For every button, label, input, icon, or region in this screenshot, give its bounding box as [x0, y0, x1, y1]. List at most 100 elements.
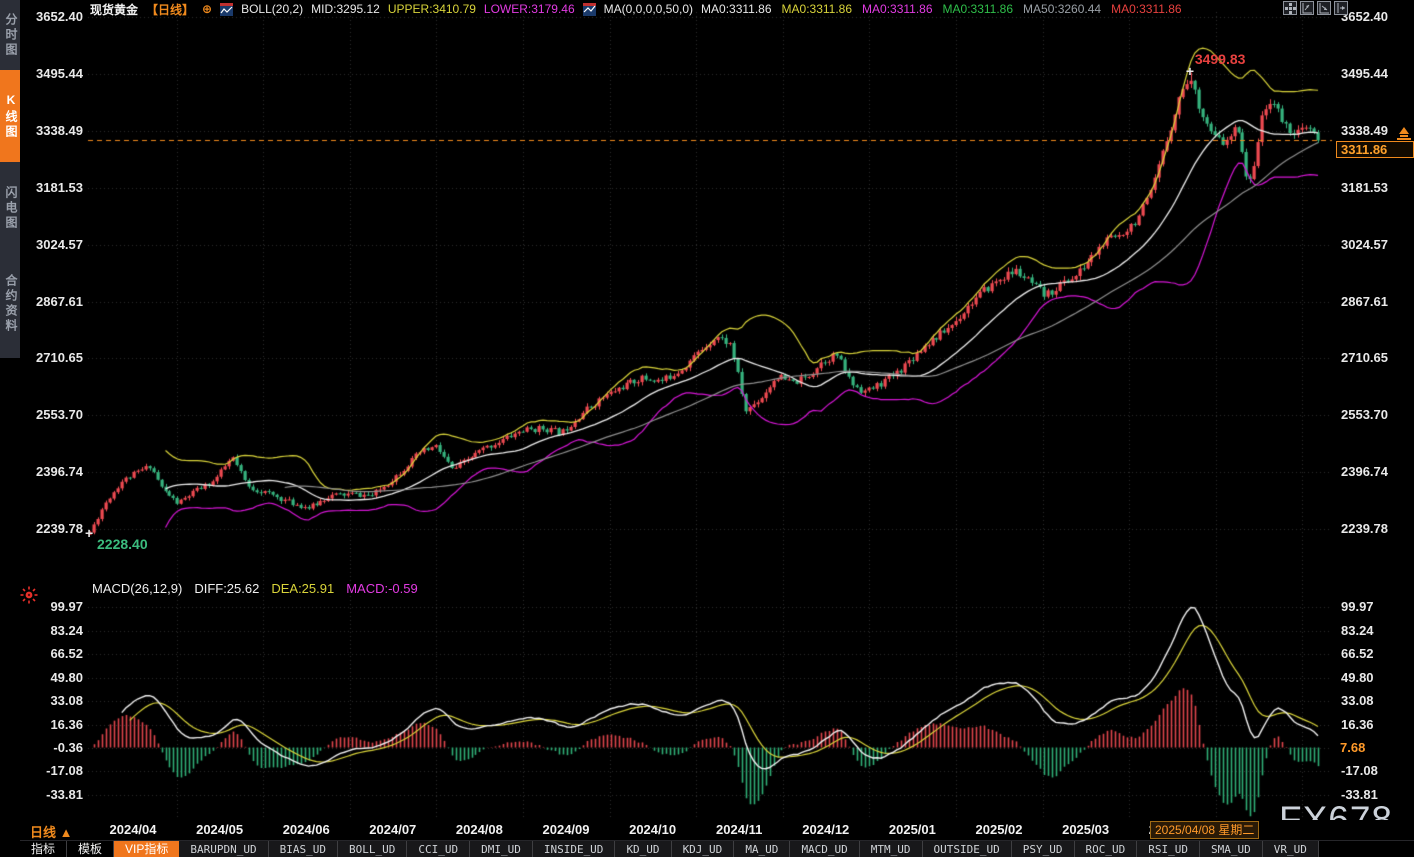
tab-DMI_UD[interactable]: DMI_UD	[470, 841, 533, 857]
macd-dea-value: DEA:25.91	[271, 581, 335, 596]
macd-axis-label-left: 49.80	[50, 669, 83, 685]
date-label-2024/12: 2024/12	[802, 822, 850, 837]
price-axis-label-right: 3338.49	[1341, 122, 1388, 138]
boll-mid-value: MID:3295.12	[311, 2, 380, 16]
tab-VR_UD[interactable]: VR_UD	[1262, 841, 1319, 857]
price-axis-label-right: 2867.61	[1341, 293, 1388, 309]
date-label-2024/09: 2024/09	[542, 822, 590, 837]
macd-axis-label-right: 49.80	[1341, 669, 1374, 685]
left-sidebar: 分时图 K线图闪电图合约资料	[0, 0, 20, 358]
tab-KD_UD[interactable]: KD_UD	[615, 841, 672, 857]
macd-axis-label-right: -33.81	[1341, 786, 1378, 802]
high-price-label: 3499.83	[1194, 51, 1246, 68]
date-label-2024/07: 2024/07	[369, 822, 417, 837]
price-axis-label-right: 3181.53	[1341, 179, 1388, 195]
macd-axis-label-right: 99.97	[1341, 599, 1374, 615]
tab-指标[interactable]: 指标	[20, 841, 68, 857]
period-selector-arrow-icon: ▲	[59, 825, 73, 840]
ma-value-6: MA0:3311.86	[1111, 2, 1182, 16]
date-label-2024/10: 2024/10	[629, 822, 677, 837]
ma-values: MA0:3311.86 MA0:3311.86 MA0:3311.86 MA0:331…	[701, 2, 1182, 16]
low-price-label: 2228.40	[97, 536, 148, 553]
current-date-box: 2025/04/08 星期二	[1150, 821, 1260, 839]
date-label-2024/06: 2024/06	[282, 822, 330, 837]
period-selector[interactable]: 日线 ▲	[30, 822, 73, 841]
tab-ROC_UD[interactable]: ROC_UD	[1074, 841, 1138, 857]
macd-axis-label-right: -17.08	[1341, 763, 1378, 779]
macd-header: MACD(26,12,9) DIFF:25.62 DEA:25.91 MACD:…	[92, 581, 418, 596]
tab-CCI_UD[interactable]: CCI_UD	[407, 841, 471, 857]
tab-PSY_UD[interactable]: PSY_UD	[1011, 841, 1075, 857]
ma-params-label: MA(0,0,0,0,50,0)	[603, 2, 694, 16]
ma-value-5: MA50:3260.44	[1023, 2, 1102, 16]
date-label-2025/03: 2025/03	[1062, 822, 1110, 837]
macd-axis-label-left: 16.36	[50, 716, 83, 732]
price-axis-label-right: 2239.78	[1341, 521, 1388, 537]
axis-zoom-right-icon[interactable]	[1317, 1, 1331, 15]
macd-axis-label-right: 16.36	[1341, 716, 1374, 732]
tab-MA_UD[interactable]: MA_UD	[734, 841, 791, 857]
price-axis-label-left: 3338.49	[36, 122, 83, 138]
macd-axis-label-right: 33.08	[1341, 693, 1374, 709]
price-axis-label-right: 2553.70	[1341, 407, 1388, 423]
boll-upper-value: UPPER:3410.79	[387, 2, 476, 16]
macd-axis-label-left: -0.36	[53, 740, 83, 755]
tab-模板[interactable]: 模板	[67, 841, 115, 857]
high-cross-marker: +	[1185, 63, 1195, 80]
date-label-2024/04: 2024/04	[109, 822, 157, 837]
macd-title: MACD(26,12,9)	[92, 581, 183, 596]
date-label-2025/02: 2025/02	[975, 822, 1023, 837]
chart-toolbar	[1283, 1, 1348, 15]
tab-OUTSIDE_UD[interactable]: OUTSIDE_UD	[922, 841, 1012, 857]
macd-value-tag: 7.68	[1336, 739, 1414, 756]
sidebar-item-3[interactable]: 闪电图	[4, 185, 18, 231]
axis-zoom-left-icon[interactable]	[1300, 1, 1314, 15]
tabs-row-filler	[1318, 841, 1414, 857]
sidebar-item-2[interactable]: K线图	[0, 70, 20, 162]
tab-SMA_UD[interactable]: SMA_UD	[1200, 841, 1263, 857]
date-label-2024/05: 2024/05	[196, 822, 244, 837]
price-marker-icon[interactable]	[1396, 127, 1412, 146]
macd-axis-label-left: -33.81	[46, 786, 83, 802]
move-tool-icon[interactable]	[1283, 1, 1297, 15]
low-cross-marker: +	[85, 525, 94, 542]
tab-BOLL_UD[interactable]: BOLL_UD	[337, 841, 408, 857]
sidebar-item-1[interactable]: 分时图	[4, 12, 18, 58]
price-axis-label-right: 2396.74	[1341, 464, 1388, 480]
price-axis-label-left: 2867.61	[36, 293, 83, 309]
sidebar-item-4[interactable]: 合约资料	[4, 274, 18, 334]
macd-axis-label-left: 33.08	[50, 693, 83, 709]
price-axis-label-right: 3024.57	[1341, 236, 1388, 252]
tab-VIP指标[interactable]: VIP指标	[114, 841, 180, 857]
tab-BIAS_UD[interactable]: BIAS_UD	[268, 841, 338, 857]
tab-MTM_UD[interactable]: MTM_UD	[859, 841, 923, 857]
tab-RSI_UD[interactable]: RSI_UD	[1137, 841, 1201, 857]
macd-axis-label-left: 99.97	[50, 599, 83, 615]
tab-INSIDE_UD[interactable]: INSIDE_UD	[532, 841, 616, 857]
macd-axis-label-right: 66.52	[1341, 646, 1374, 662]
price-axis-label-right: 3495.44	[1341, 65, 1388, 81]
boll-indicator-icon	[220, 2, 234, 16]
alert-sun-icon[interactable]	[20, 586, 38, 609]
tab-MACD_UD[interactable]: MACD_UD	[790, 841, 860, 857]
tab-BARUPDN_UD[interactable]: BARUPDN_UD	[179, 841, 269, 857]
period-selector-label: 日线	[30, 825, 57, 840]
price-axis-label-left: 3181.53	[36, 179, 83, 195]
date-label-2024/11: 2024/11	[716, 822, 763, 837]
macd-axis-label-left: 83.24	[50, 622, 83, 638]
macd-axis-label-left: -17.08	[46, 763, 83, 779]
price-axis-label-left: 2553.70	[36, 407, 83, 423]
price-axis-label-right: 2710.65	[1341, 350, 1388, 366]
period-tag: 【日线】	[146, 2, 195, 17]
ma-value-1: MA0:3311.86	[701, 2, 772, 16]
scroll-to-latest-icon[interactable]	[1334, 1, 1348, 15]
ma-indicator-icon	[582, 2, 596, 16]
boll-label: BOLL(20,2)	[241, 2, 304, 16]
macd-axis-label-right: 83.24	[1341, 622, 1374, 638]
price-axis-label-left: 3652.40	[36, 9, 83, 24]
ma-value-2: MA0:3311.86	[781, 2, 853, 16]
add-indicator-button[interactable]: ⊕	[202, 2, 213, 16]
tab-KDJ_UD[interactable]: KDJ_UD	[671, 841, 735, 857]
